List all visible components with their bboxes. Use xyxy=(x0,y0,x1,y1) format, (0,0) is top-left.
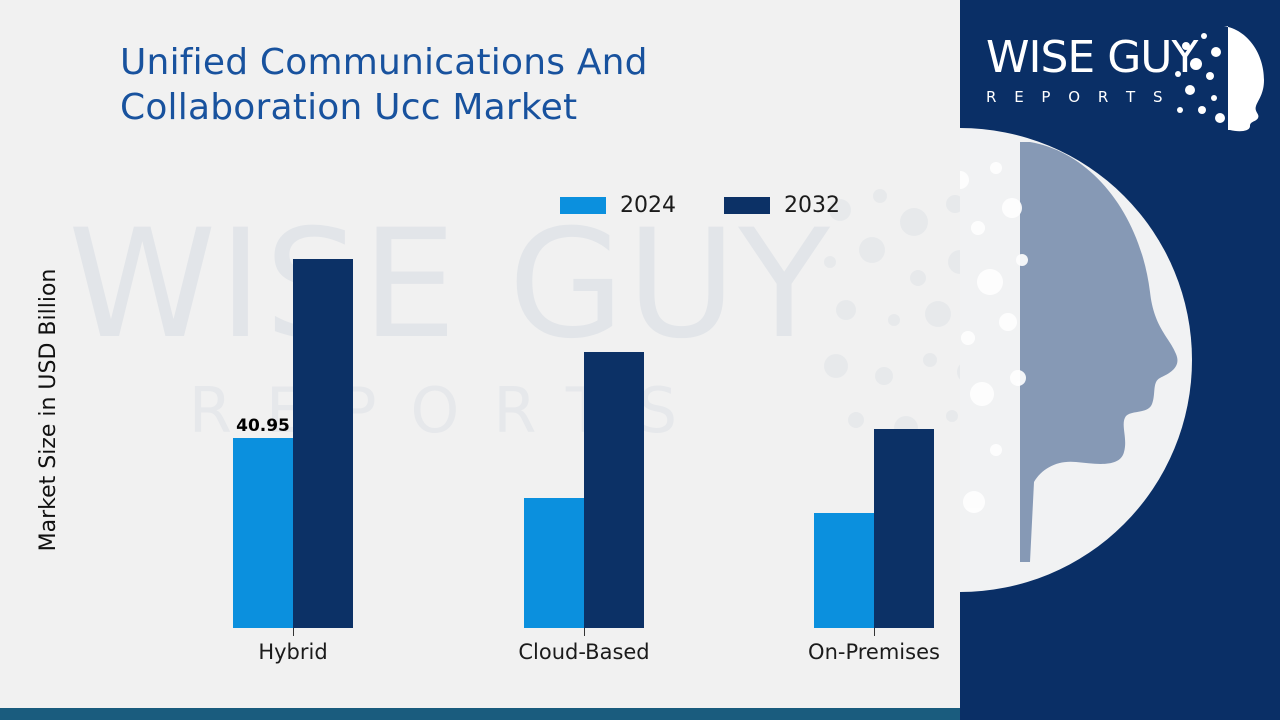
plot-area: Hybrid Cloud-Based On-Premises 40.95 xyxy=(95,258,940,664)
bar-on-premises-2032 xyxy=(874,428,934,628)
panel-dots-icon xyxy=(960,162,1028,513)
bar-cloud-based-2024 xyxy=(524,497,584,628)
x-axis-label-1: Cloud-Based xyxy=(518,640,650,664)
legend-label-2024: 2024 xyxy=(620,193,676,218)
x-tick-1 xyxy=(584,628,585,636)
bar-value-label-0: 40.95 xyxy=(236,416,290,437)
brand-panel: WISE GUY R E P O R T S xyxy=(960,0,1280,720)
bar-hybrid-2032 xyxy=(293,258,353,628)
x-tick-2 xyxy=(874,628,875,636)
x-axis-line xyxy=(95,628,940,629)
legend-item-2024[interactable]: 2024 xyxy=(560,193,676,218)
legend-item-2032[interactable]: 2032 xyxy=(724,193,840,218)
logo-subwordmark: R E P O R T S xyxy=(986,88,1169,106)
bar-cloud-based-2032 xyxy=(584,352,644,628)
head-profile-icon xyxy=(1020,142,1178,562)
x-axis-label-0: Hybrid xyxy=(258,640,328,664)
logo-head-icon xyxy=(1175,26,1264,132)
bar-on-premises-2024 xyxy=(814,512,874,628)
bar-hybrid-2024 xyxy=(233,438,293,628)
page-title: Unified Communications And Collaboration… xyxy=(120,42,648,129)
x-tick-0 xyxy=(293,628,294,636)
x-axis-label-2: On-Premises xyxy=(808,640,940,664)
legend-swatch-2032 xyxy=(724,197,770,214)
logo-wordmark: WISE GUY xyxy=(986,32,1198,83)
logo: WISE GUY R E P O R T S xyxy=(986,32,1256,107)
chart-legend: 2024 2032 xyxy=(560,193,840,218)
legend-label-2032: 2032 xyxy=(784,193,840,218)
legend-swatch-2024 xyxy=(560,197,606,214)
footer-accent-bar xyxy=(0,708,960,720)
